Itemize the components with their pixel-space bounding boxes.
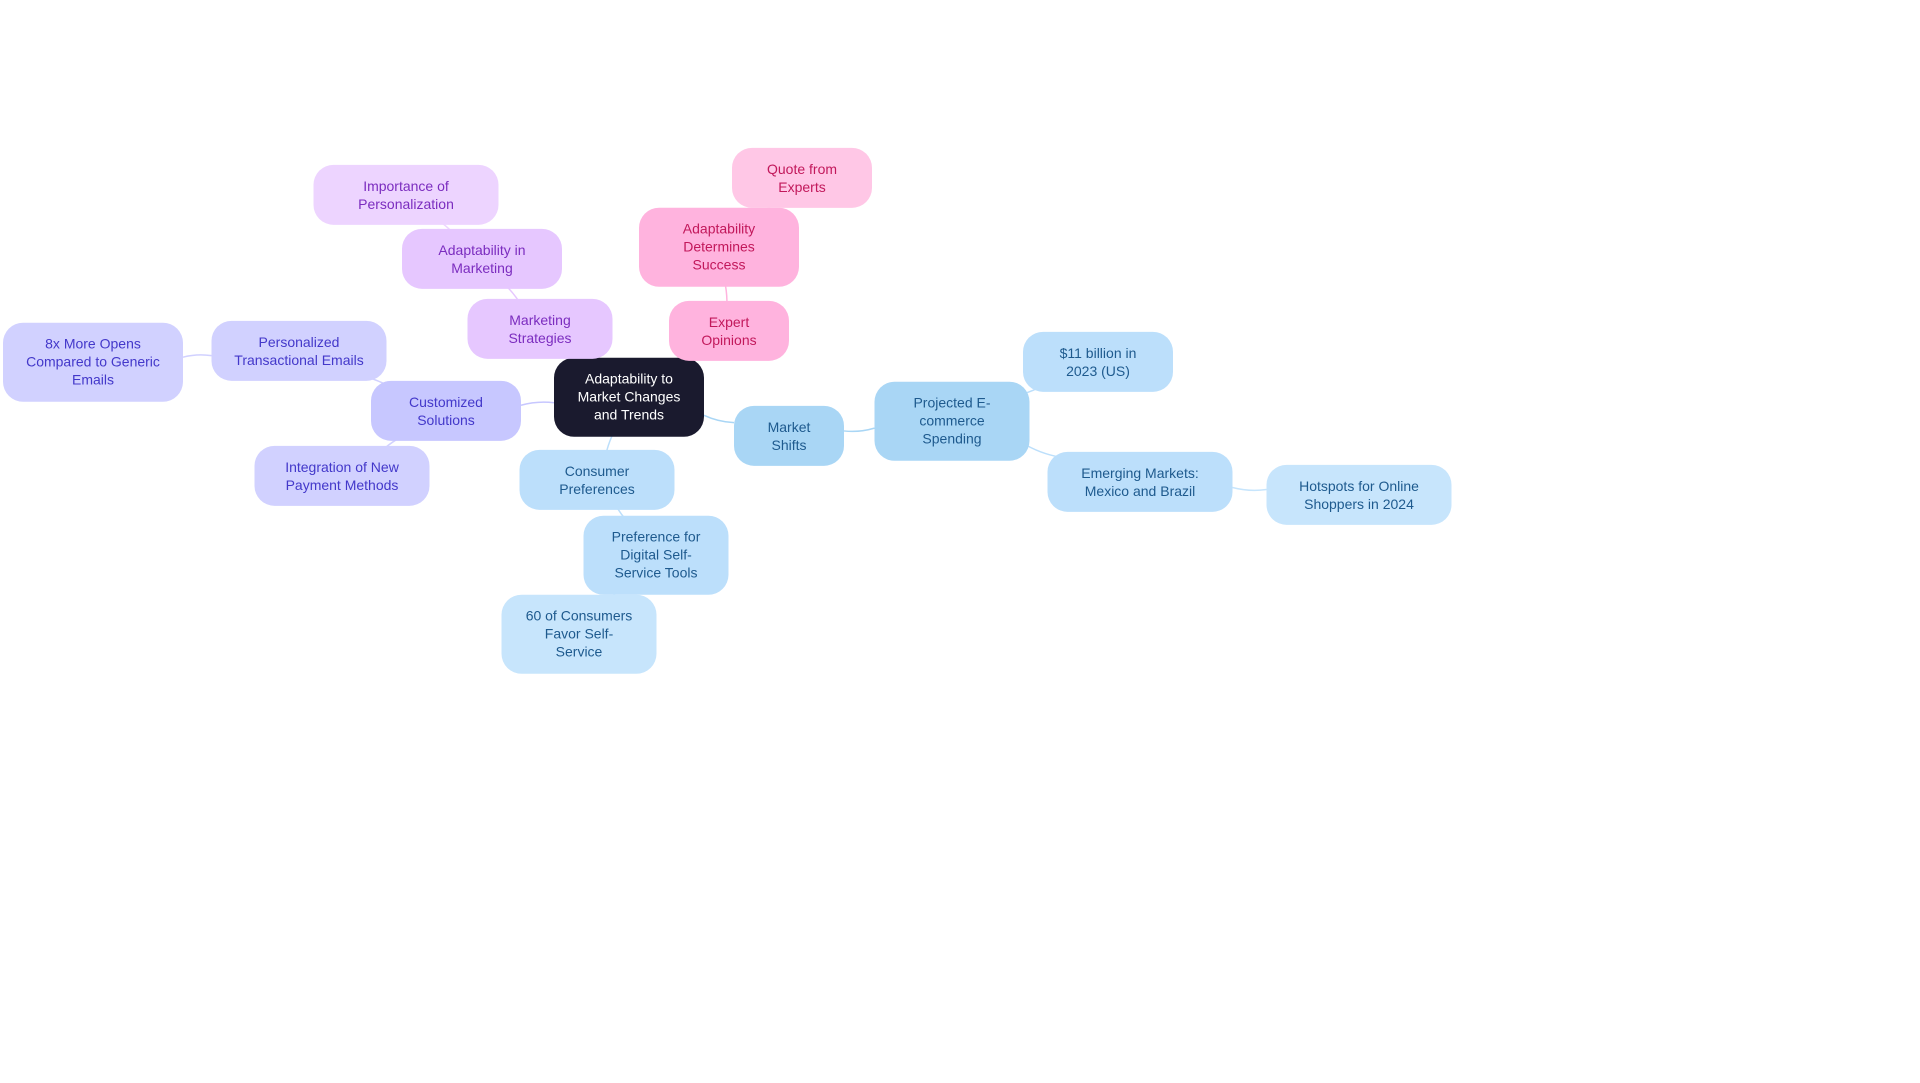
node-customized_solutions[interactable]: Customized Solutions bbox=[371, 381, 521, 441]
node-personalization[interactable]: Importance of Personalization bbox=[314, 165, 499, 225]
node-root[interactable]: Adaptability to Market Changes and Trend… bbox=[554, 358, 704, 437]
node-opens_8x[interactable]: 8x More Opens Compared to Generic Emails bbox=[3, 323, 183, 402]
node-billion_2023[interactable]: $11 billion in 2023 (US) bbox=[1023, 332, 1173, 392]
node-emerging_markets[interactable]: Emerging Markets: Mexico and Brazil bbox=[1048, 452, 1233, 512]
node-payment_methods[interactable]: Integration of New Payment Methods bbox=[255, 446, 430, 506]
node-expert_opinions[interactable]: Expert Opinions bbox=[669, 301, 789, 361]
node-quote_experts[interactable]: Quote from Experts bbox=[732, 148, 872, 208]
node-hotspots_2024[interactable]: Hotspots for Online Shoppers in 2024 bbox=[1267, 465, 1452, 525]
edge-trans_emails-opens_8x bbox=[183, 355, 212, 357]
node-ecommerce_spending[interactable]: Projected E-commerce Spending bbox=[875, 382, 1030, 461]
node-trans_emails[interactable]: Personalized Transactional Emails bbox=[212, 321, 387, 381]
node-sixty_consumers[interactable]: 60 of Consumers Favor Self-Service bbox=[502, 595, 657, 674]
edge-market_shifts-ecommerce_spending bbox=[844, 428, 875, 431]
edge-emerging_markets-hotspots_2024 bbox=[1233, 487, 1267, 490]
edges-layer bbox=[0, 0, 1920, 1083]
edge-root-market_shifts bbox=[704, 415, 734, 422]
node-marketing_strategies[interactable]: Marketing Strategies bbox=[468, 299, 613, 359]
mindmap-canvas: Adaptability to Market Changes and Trend… bbox=[0, 0, 1920, 1083]
node-consumer_prefs[interactable]: Consumer Preferences bbox=[520, 450, 675, 510]
node-adaptability_success[interactable]: Adaptability Determines Success bbox=[639, 208, 799, 287]
node-market_shifts[interactable]: Market Shifts bbox=[734, 406, 844, 466]
edge-root-customized_solutions bbox=[521, 402, 554, 405]
node-digital_self_service[interactable]: Preference for Digital Self-Service Tool… bbox=[584, 516, 729, 595]
node-adaptability_marketing[interactable]: Adaptability in Marketing bbox=[402, 229, 562, 289]
